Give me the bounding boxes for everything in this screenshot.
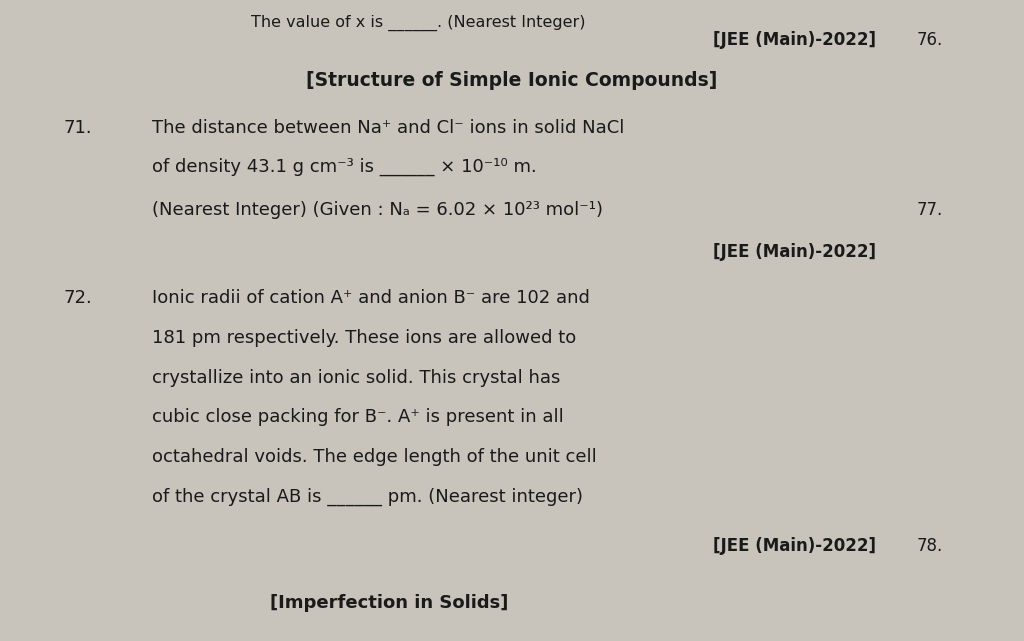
Text: 181 pm respectively. These ions are allowed to: 181 pm respectively. These ions are allo…: [152, 329, 575, 347]
Text: 77.: 77.: [916, 201, 943, 219]
Text: 78.: 78.: [916, 537, 943, 555]
Text: [JEE (Main)-2022]: [JEE (Main)-2022]: [713, 243, 876, 261]
Text: The value of x is ______. (Nearest Integer): The value of x is ______. (Nearest Integ…: [251, 14, 586, 31]
Text: of the crystal AB is ______ pm. (Nearest integer): of the crystal AB is ______ pm. (Nearest…: [152, 488, 583, 506]
Text: 76.: 76.: [916, 31, 943, 49]
Text: [JEE (Main)-2022]: [JEE (Main)-2022]: [713, 537, 876, 555]
Text: crystallize into an ionic solid. This crystal has: crystallize into an ionic solid. This cr…: [152, 369, 560, 387]
Text: The distance between Na⁺ and Cl⁻ ions in solid NaCl: The distance between Na⁺ and Cl⁻ ions in…: [152, 119, 624, 137]
Text: octahedral voids. The edge length of the unit cell: octahedral voids. The edge length of the…: [152, 448, 596, 466]
Text: (Nearest Integer) (Given : Nₐ = 6.02 × 10²³ mol⁻¹): (Nearest Integer) (Given : Nₐ = 6.02 × 1…: [152, 201, 602, 219]
Text: [Imperfection in Solids]: [Imperfection in Solids]: [270, 594, 508, 612]
Text: 72.: 72.: [63, 289, 92, 307]
Text: of density 43.1 g cm⁻³ is ______ × 10⁻¹⁰ m.: of density 43.1 g cm⁻³ is ______ × 10⁻¹⁰…: [152, 158, 537, 176]
Text: cubic close packing for B⁻. A⁺ is present in all: cubic close packing for B⁻. A⁺ is presen…: [152, 408, 563, 426]
Text: [JEE (Main)-2022]: [JEE (Main)-2022]: [713, 31, 876, 49]
Text: 71.: 71.: [63, 119, 92, 137]
Text: [Structure of Simple Ionic Compounds]: [Structure of Simple Ionic Compounds]: [306, 71, 718, 90]
Text: Ionic radii of cation A⁺ and anion B⁻ are 102 and: Ionic radii of cation A⁺ and anion B⁻ ar…: [152, 289, 590, 307]
